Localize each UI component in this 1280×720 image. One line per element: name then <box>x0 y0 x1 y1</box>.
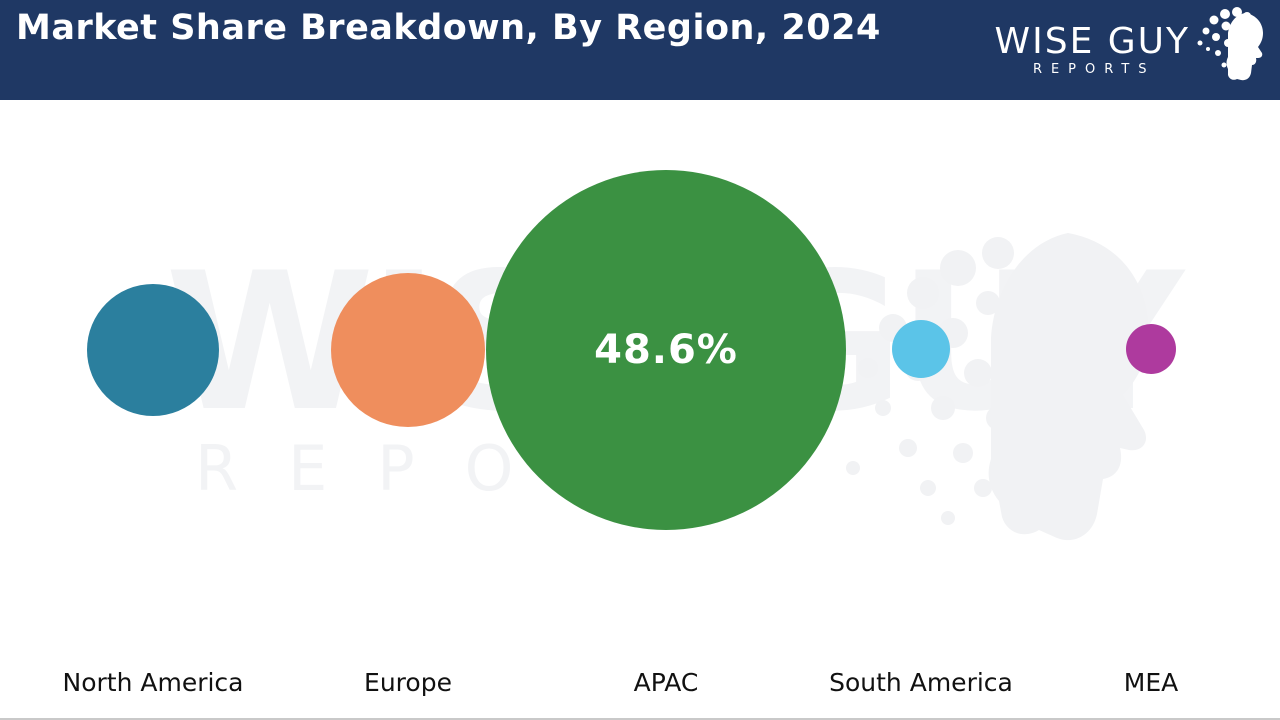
bubble-north-america <box>87 284 219 416</box>
page-title: Market Share Breakdown, By Region, 2024 <box>16 8 881 48</box>
brand-logo: WISE GUY REPORTS <box>995 6 1267 94</box>
category-label-south-america: South America <box>829 668 1013 697</box>
logo-wordmark-line1: WISE GUY <box>994 20 1190 62</box>
category-label-north-america: North America <box>62 668 244 697</box>
bubble-mea <box>1126 324 1176 374</box>
bubble-europe <box>331 273 485 427</box>
bubble-apac: 48.6% <box>486 170 846 530</box>
bubble-value-label-apac: 48.6% <box>594 327 738 373</box>
category-label-apac: APAC <box>633 668 699 697</box>
bubble-south-america <box>892 320 950 378</box>
logo-wordmark: WISE GUY REPORTS <box>994 20 1191 78</box>
category-label-mea: MEA <box>1123 668 1179 697</box>
bubble-chart: WISE GUY REPORTS 48.6% North AmericaEuro… <box>0 100 1280 718</box>
logo-wordmark-line2: REPORTS <box>1032 62 1156 78</box>
bottom-divider <box>0 718 1280 720</box>
logo-head-icon <box>1197 7 1263 81</box>
watermark-head-icon <box>846 233 1149 541</box>
header-bar: Market Share Breakdown, By Region, 2024 … <box>0 0 1280 100</box>
category-label-europe: Europe <box>364 668 452 697</box>
